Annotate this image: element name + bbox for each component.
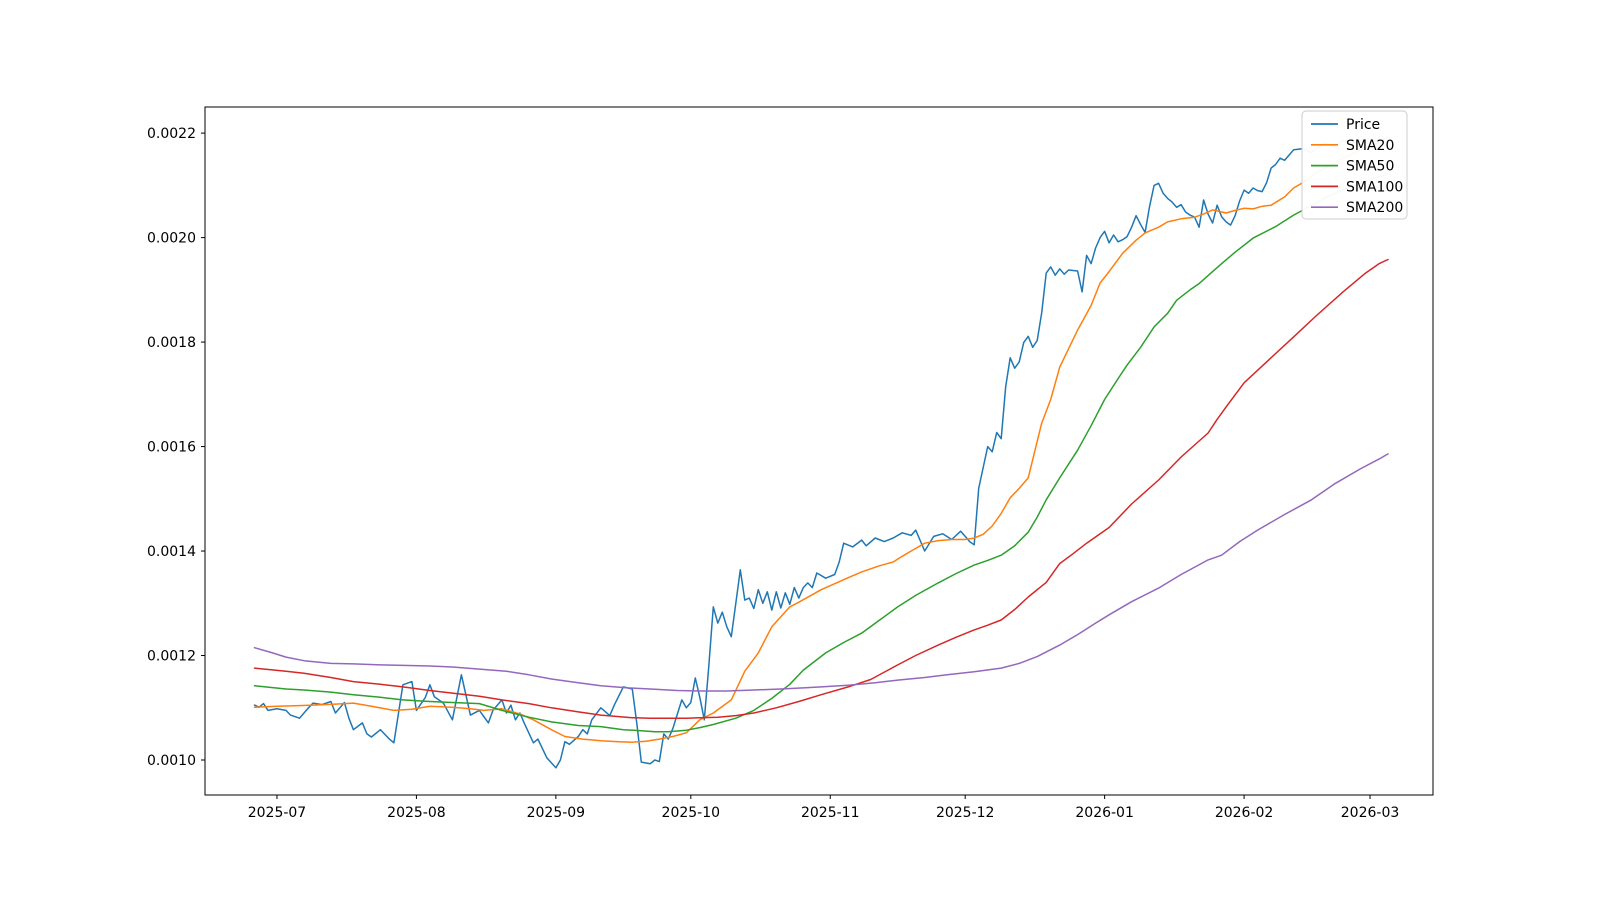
legend-label-SMA50: SMA50 bbox=[1346, 159, 1394, 175]
plot-border bbox=[204, 106, 1434, 796]
series-line-SMA100 bbox=[253, 258, 1389, 719]
y-tick-label-0.0016: 0.0016 bbox=[147, 440, 196, 456]
y-tick-label-0.0010: 0.0010 bbox=[147, 753, 196, 769]
legend-label-SMA200: SMA200 bbox=[1346, 200, 1403, 216]
series-lines bbox=[253, 136, 1389, 769]
x-tick-label-2025-12: 2025-12 bbox=[936, 805, 995, 821]
legend-label-Price: Price bbox=[1346, 117, 1380, 133]
y-tick-label-0.0022: 0.0022 bbox=[147, 126, 196, 142]
x-tick-label-2025-09: 2025-09 bbox=[527, 805, 586, 821]
y-tick-label-0.0012: 0.0012 bbox=[147, 649, 196, 665]
y-tick-label-0.0020: 0.0020 bbox=[147, 231, 196, 247]
series-line-Price bbox=[253, 136, 1389, 769]
x-tick-label-2025-10: 2025-10 bbox=[662, 805, 721, 821]
x-tick-label-2026-01: 2026-01 bbox=[1075, 805, 1134, 821]
x-tick-label-2026-03: 2026-03 bbox=[1341, 805, 1400, 821]
legend-label-SMA100: SMA100 bbox=[1346, 179, 1403, 195]
series-line-SMA20 bbox=[253, 139, 1389, 743]
legend-label-SMA20: SMA20 bbox=[1346, 138, 1394, 154]
y-tick-label-0.0018: 0.0018 bbox=[147, 335, 196, 351]
x-tick-label-2025-08: 2025-08 bbox=[387, 805, 446, 821]
y-axis: 0.0010 0.0012 0.0014 0.0016 0.0018 0.0020 0.00… bbox=[147, 126, 205, 769]
y-tick-label-0.0014: 0.0014 bbox=[147, 544, 196, 560]
x-tick-label-2025-07: 2025-07 bbox=[248, 805, 307, 821]
plot-area bbox=[204, 106, 1434, 796]
legend-box bbox=[1301, 110, 1408, 220]
x-tick-label-2025-11: 2025-11 bbox=[801, 805, 860, 821]
legend: Price SMA20 SMA50 SMA100 SMA200 bbox=[1301, 110, 1408, 220]
x-tick-label-2026-02: 2026-02 bbox=[1215, 805, 1274, 821]
series-line-SMA200 bbox=[253, 453, 1389, 692]
x-axis: 2025-07 2025-08 2025-09 2025-10 2025-11 2025-… bbox=[248, 795, 1400, 821]
series-line-SMA50 bbox=[253, 173, 1389, 733]
